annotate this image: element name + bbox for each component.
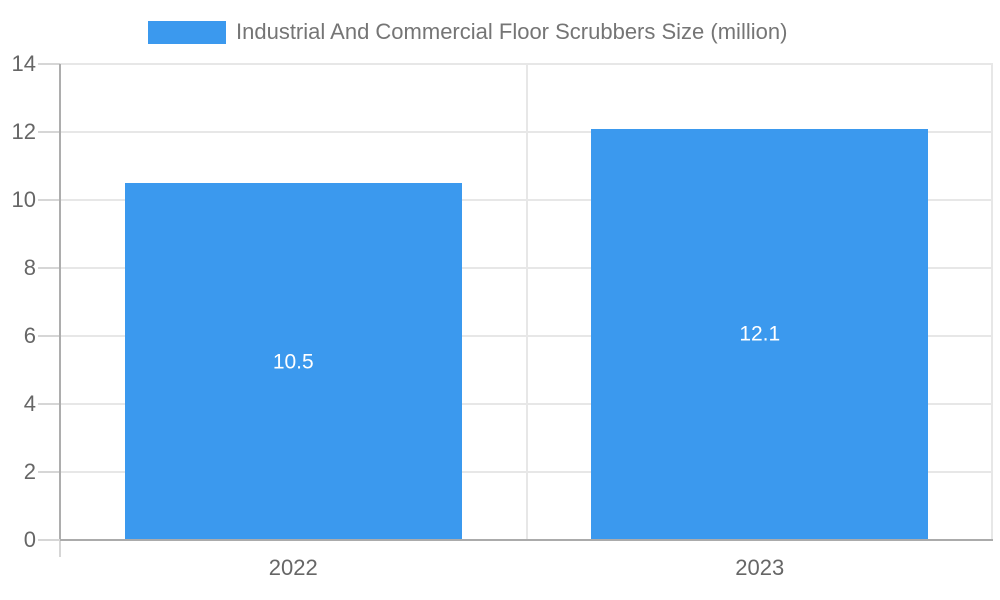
y-axis-below-tick xyxy=(59,540,61,557)
y-axis-line xyxy=(59,64,61,540)
x-axis-line xyxy=(60,539,993,541)
y-tick-label: 2 xyxy=(23,459,36,484)
y-axis-tick xyxy=(38,199,60,201)
legend-swatch xyxy=(148,20,226,44)
legend-series-label: Industrial And Commercial Floor Scrubber… xyxy=(236,19,788,44)
bar-value-label: 12.1 xyxy=(739,322,781,346)
y-tick-label: 4 xyxy=(23,391,36,416)
y-tick-label: 6 xyxy=(23,323,36,348)
y-axis-tick xyxy=(38,267,60,269)
legend[interactable]: Industrial And Commercial Floor Scrubber… xyxy=(148,19,788,44)
y-axis-tick xyxy=(38,471,60,473)
bar-value-label: 10.5 xyxy=(272,350,314,373)
y-axis-tick xyxy=(38,335,60,337)
y-axis-tick xyxy=(38,63,60,65)
y-tick-label: 0 xyxy=(23,527,36,552)
y-tick-label: 10 xyxy=(11,187,36,212)
plot-right-border xyxy=(991,64,993,540)
y-tick-label: 12 xyxy=(11,119,36,144)
y-tick-label: 8 xyxy=(23,255,36,280)
y-tick-label: 14 xyxy=(11,51,36,76)
category-separator-gridline xyxy=(525,64,528,540)
y-axis-tick xyxy=(38,131,60,133)
bar[interactable] xyxy=(591,128,929,540)
x-tick-label: 2023 xyxy=(735,555,785,580)
x-axis-left-tick xyxy=(38,539,60,541)
bar[interactable] xyxy=(124,183,462,540)
x-tick-label: 2022 xyxy=(268,555,318,580)
y-axis-tick xyxy=(38,403,60,405)
